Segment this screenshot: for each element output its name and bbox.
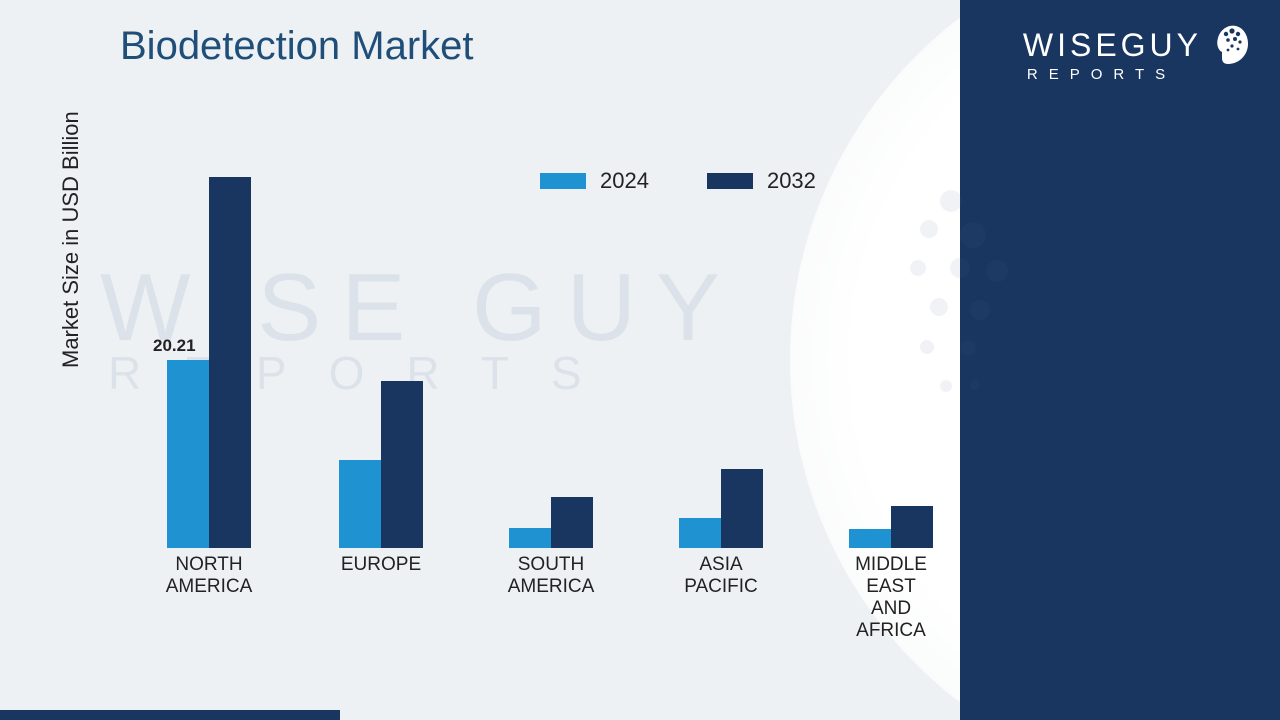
- brand-logo: WISE GUY REPORTS: [1023, 22, 1252, 83]
- category-label: MIDDLEEASTANDAFRICA: [821, 554, 961, 641]
- legend-swatch-2024: [540, 173, 586, 189]
- category-label: NORTHAMERICA: [139, 554, 279, 598]
- category-label: SOUTHAMERICA: [481, 554, 621, 598]
- page-root: WISE GUY REPORTS WISE: [0, 0, 1280, 720]
- bar-group: [661, 469, 781, 548]
- brand-head-icon: [1206, 22, 1252, 68]
- bar-2032: [551, 497, 593, 548]
- legend-label-2032: 2032: [767, 168, 816, 194]
- plot-area: 20.21NORTHAMERICAEUROPESOUTHAMERICAASIAP…: [110, 158, 931, 548]
- bar-group: [491, 497, 611, 548]
- legend-swatch-2032: [707, 173, 753, 189]
- legend: 2024 2032: [540, 168, 816, 194]
- bar-2032: [891, 506, 933, 548]
- bar-2024: [849, 529, 891, 548]
- bar-2032: [721, 469, 763, 548]
- chart-title: Biodetection Market: [120, 24, 474, 69]
- category-label: EUROPE: [311, 554, 451, 576]
- legend-label-2024: 2024: [600, 168, 649, 194]
- brand-line2: REPORTS: [1023, 66, 1252, 83]
- brand-word-wise: WISE: [1023, 27, 1121, 64]
- legend-item-2024: 2024: [540, 168, 649, 194]
- bar-2024: [679, 518, 721, 548]
- y-axis-label: Market Size in USD Billion: [58, 111, 84, 368]
- bottom-accent-bar: [0, 710, 340, 720]
- chart-area: Market Size in USD Billion 20.21NORTHAME…: [64, 158, 944, 628]
- category-label: ASIAPACIFIC: [651, 554, 791, 598]
- bar-2024: [167, 360, 209, 548]
- bar-2032: [381, 381, 423, 548]
- bar-2024: [339, 460, 381, 548]
- bar-2032: [209, 177, 251, 548]
- brand-word-guy: GUY: [1121, 27, 1202, 64]
- bar-value-label: 20.21: [153, 336, 196, 356]
- bar-group: [831, 506, 951, 548]
- bar-group: [149, 177, 269, 548]
- brand-panel: [960, 0, 1280, 720]
- legend-item-2032: 2032: [707, 168, 816, 194]
- brand-line1: WISE GUY: [1023, 22, 1252, 68]
- bar-2024: [509, 528, 551, 548]
- bar-group: [321, 381, 441, 548]
